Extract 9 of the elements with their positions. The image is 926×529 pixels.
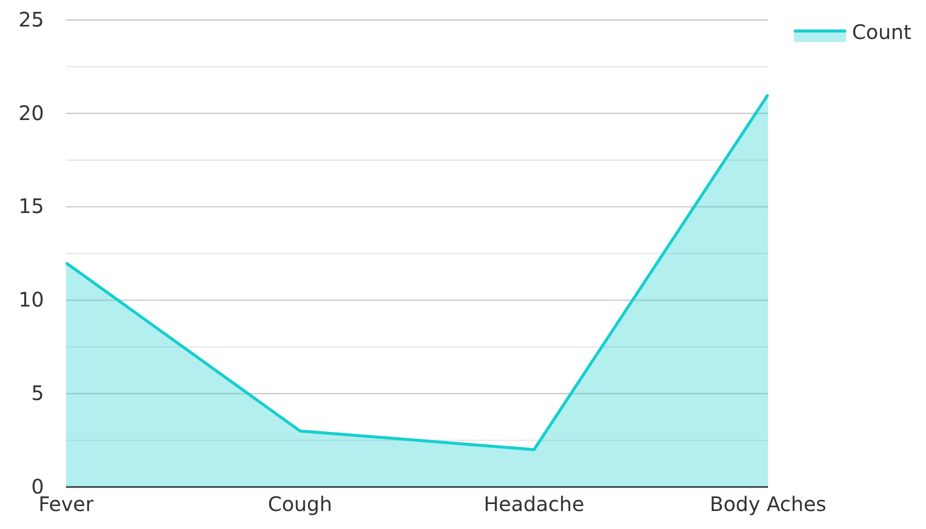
legend-label: Count: [852, 20, 912, 44]
y-tick-label: 5: [31, 381, 44, 405]
x-tick-label: Headache: [484, 492, 584, 516]
y-tick-label: 10: [18, 288, 44, 312]
x-tick-label: Cough: [268, 492, 332, 516]
y-tick-label: 25: [18, 7, 44, 32]
y-tick-label: 20: [18, 100, 44, 125]
x-tick-label: Body Aches: [710, 492, 826, 516]
y-tick-label: 15: [18, 194, 44, 218]
